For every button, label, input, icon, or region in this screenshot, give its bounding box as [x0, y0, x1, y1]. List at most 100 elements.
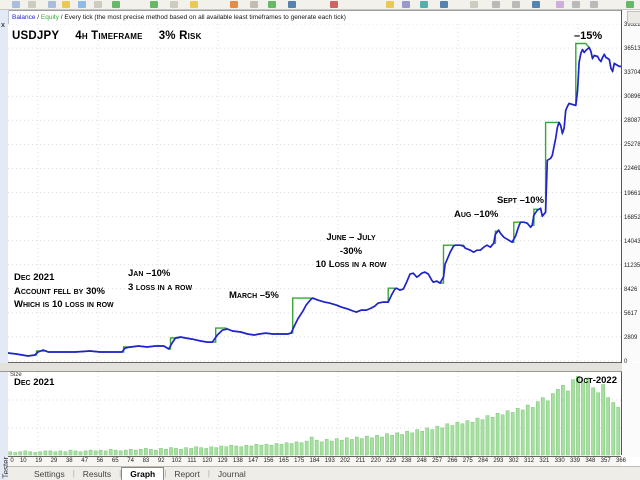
toolbar-icon[interactable] [170, 1, 178, 8]
toolbar-icon[interactable] [150, 1, 158, 8]
toolbar-icon[interactable] [440, 1, 448, 8]
x-axis-label: 0 [10, 458, 14, 464]
x-axis-label: 302 [508, 458, 519, 464]
toolbar-icon[interactable] [626, 1, 634, 8]
period-end-label: Oct-2022 [575, 375, 617, 386]
toolbar-icon[interactable] [250, 1, 258, 8]
tab-settings[interactable]: Settings [34, 468, 65, 479]
toolbar-icon[interactable] [268, 1, 276, 8]
tester-tab-bar: Settings | Results | Graph | Report | Journal [8, 466, 640, 480]
x-axis-label: 220 [370, 458, 381, 464]
y-axis-label: 0 [624, 359, 628, 365]
chart-title-symbol: USDJPY [12, 30, 60, 42]
y-axis-label: 36513 [624, 46, 640, 53]
y-axis-lower-strip [622, 363, 640, 457]
x-axis-label: 83 [142, 458, 150, 464]
y-axis-label: 22469 [624, 166, 640, 173]
y-axis-label: 28087 [624, 118, 640, 125]
annotation-sept: Sept –10% [497, 195, 544, 206]
x-axis-label: 38 [65, 458, 73, 464]
annotation-june-july: June – July -30% 10 Loss in a row [315, 232, 387, 270]
toolbar-icon[interactable] [512, 1, 520, 8]
x-axis-label: 29 [50, 458, 58, 464]
lot-size-panel[interactable]: Size Dec 2021 Oct-2022 [8, 372, 621, 457]
size-axis-label: Size [10, 372, 22, 378]
toolbar-icon[interactable] [78, 1, 86, 8]
x-axis-label: 120 [202, 458, 213, 464]
balance-curve [8, 46, 621, 357]
toolbar-icon[interactable] [572, 1, 580, 8]
size-histogram-bars [8, 376, 621, 456]
tab-separator: | [207, 469, 210, 478]
x-axis-label: 138 [232, 458, 243, 464]
toolbar-icon[interactable] [492, 1, 500, 8]
tab-journal[interactable]: Journal [217, 468, 246, 479]
x-axis-label: 175 [294, 458, 305, 464]
x-axis-label: 284 [478, 458, 489, 464]
annotation-jan: Jan –10% 3 loss in a row [128, 268, 193, 293]
legend-separator2: / [59, 14, 65, 21]
x-axis-label: 229 [386, 458, 397, 464]
annotation-peak: –15% [574, 30, 603, 42]
toolbar-icon[interactable] [112, 1, 120, 8]
toolbar-icon[interactable] [62, 1, 70, 8]
x-axis-label: 330 [554, 458, 565, 464]
y-axis-line [621, 10, 622, 455]
tab-report[interactable]: Report [174, 468, 200, 479]
toolbar-icon[interactable] [94, 1, 102, 8]
y-axis-label: 19661 [624, 190, 640, 197]
close-tester-icon[interactable]: x [1, 22, 5, 29]
x-axis-label: 339 [570, 458, 581, 464]
x-axis-label: 348 [585, 458, 596, 464]
chart-bottom-border [8, 362, 621, 363]
chart-title-timeframe: 4h Timeframe [75, 30, 143, 42]
toolbar-icon[interactable] [330, 1, 338, 8]
tab-separator: | [72, 469, 75, 478]
toolbar-icon[interactable] [532, 1, 540, 8]
x-axis-label: 257 [432, 458, 443, 464]
x-axis-label: 248 [416, 458, 427, 464]
toolbar-icon[interactable] [590, 1, 598, 8]
annotation-march: March –5% [229, 290, 279, 301]
toolbar-icon[interactable] [12, 1, 20, 8]
panel-corner-button[interactable] [627, 11, 640, 24]
toolbar-icon[interactable] [288, 1, 296, 8]
toolbar-icon[interactable] [556, 1, 564, 8]
x-axis-label: 47 [81, 458, 88, 464]
panel-splitter[interactable] [0, 363, 640, 372]
toolbar-icon[interactable] [470, 1, 478, 8]
toolbar-icon[interactable] [28, 1, 36, 8]
tab-results[interactable]: Results [82, 468, 112, 479]
y-axis-label: 30896 [624, 94, 640, 101]
toolbar-icon[interactable] [402, 1, 410, 8]
chart-grid [8, 24, 621, 362]
x-axis-label: 10 [19, 458, 27, 464]
toolbar-icon[interactable] [48, 1, 56, 8]
size-histogram-svg [8, 372, 621, 456]
toolbar-icon[interactable] [420, 1, 428, 8]
x-axis-label: 65 [111, 458, 119, 464]
tab-separator: | [164, 469, 167, 478]
y-axis-label: 39322 [624, 22, 640, 28]
x-axis-label: 275 [462, 458, 473, 464]
x-axis-label: 193 [324, 458, 335, 464]
toolbar-icon[interactable] [230, 1, 238, 8]
legend-equity: Equity [40, 14, 59, 21]
y-axis: 0 2809 5617 8426 11235 14043 16852 19661 22469 25… [622, 10, 640, 365]
period-start-label: Dec 2021 [14, 377, 55, 388]
balance-chart-area[interactable]: USDJPY 4h Timeframe 3% Risk Dec 2021 Accoun… [8, 24, 621, 362]
x-axis-label: 202 [340, 458, 351, 464]
legend-separator: / [35, 14, 41, 21]
y-axis-label: 16852 [624, 214, 640, 221]
x-axis-label: 156 [263, 458, 274, 464]
tab-graph[interactable]: Graph [121, 466, 165, 480]
toolbar-icon[interactable] [386, 1, 394, 8]
graph-legend-bar: Balance / Equity / Every tick (the most … [9, 10, 621, 24]
legend-balance: Balance [12, 14, 36, 21]
y-axis-label: 33704 [624, 70, 640, 77]
x-axis-label: 211 [355, 458, 366, 464]
y-axis-label: 25278 [624, 142, 640, 149]
x-axis-label: 293 [493, 458, 504, 464]
x-axis: 0 10 19 29 38 47 56 65 74 83 92 102 111 120 129 138 147 1… [8, 457, 626, 466]
toolbar-icon[interactable] [190, 1, 198, 8]
